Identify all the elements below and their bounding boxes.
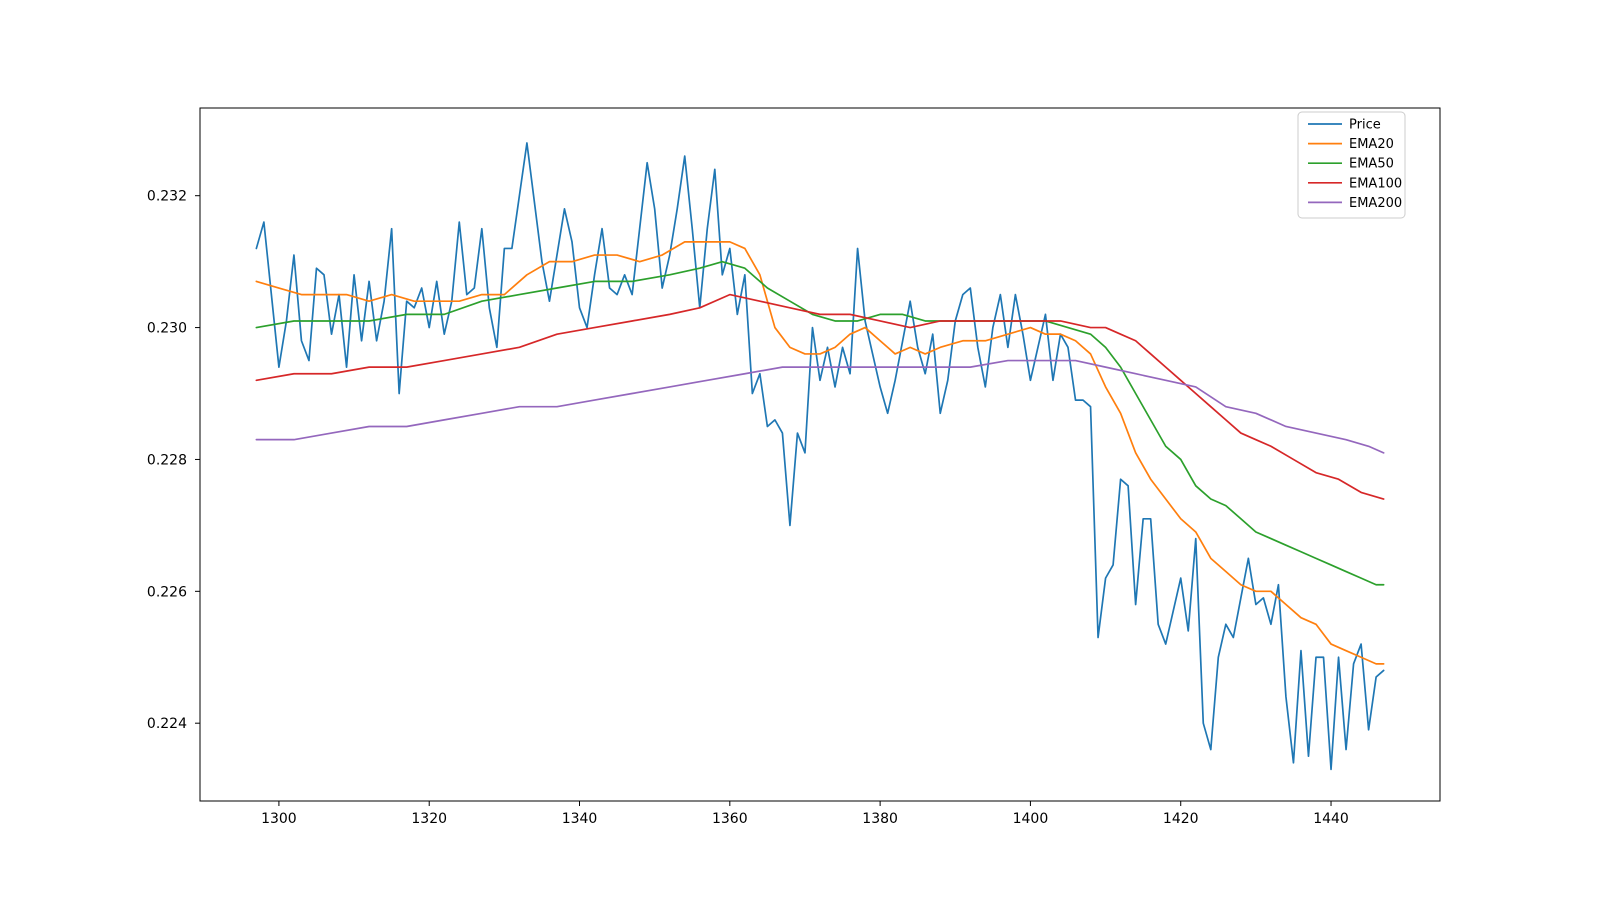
legend-label-ema100: EMA100	[1349, 176, 1402, 191]
y-tick-label: 0.224	[147, 716, 187, 732]
legend-label-price: Price	[1349, 118, 1381, 133]
series-lines	[255, 142, 1385, 771]
legend-label-ema20: EMA20	[1349, 137, 1394, 152]
series-line-ema200	[255, 359, 1385, 454]
legend-box	[1297, 111, 1406, 219]
y-tick-label: 0.230	[147, 321, 187, 337]
x-tick-label: 1300	[261, 811, 297, 827]
series-line-price	[255, 142, 1385, 771]
x-tick-label: 1360	[712, 811, 748, 827]
x-tick-label: 1440	[1313, 811, 1349, 827]
series-line-ema100	[255, 293, 1385, 500]
legend-label-ema50: EMA50	[1349, 157, 1394, 172]
x-axis: 1300 1320 1340 1360 1380 1400 1420 1440	[261, 801, 1349, 827]
x-tick-label: 1420	[1163, 811, 1199, 827]
legend: Price EMA20 EMA50 EMA100 EMA200	[1297, 111, 1406, 219]
x-tick-label: 1320	[411, 811, 447, 827]
x-tick-label: 1340	[562, 811, 598, 827]
legend-label-ema200: EMA200	[1349, 196, 1402, 211]
x-tick-label: 1400	[1013, 811, 1049, 827]
axes-frame	[199, 107, 1441, 802]
y-tick-label: 0.228	[147, 452, 187, 468]
y-tick-label: 0.226	[147, 584, 187, 600]
y-axis: 0.224 0.226 0.228 0.230 0.232	[147, 189, 200, 732]
y-tick-label: 0.232	[147, 189, 187, 205]
series-line-ema20	[255, 241, 1385, 665]
x-tick-label: 1380	[862, 811, 898, 827]
